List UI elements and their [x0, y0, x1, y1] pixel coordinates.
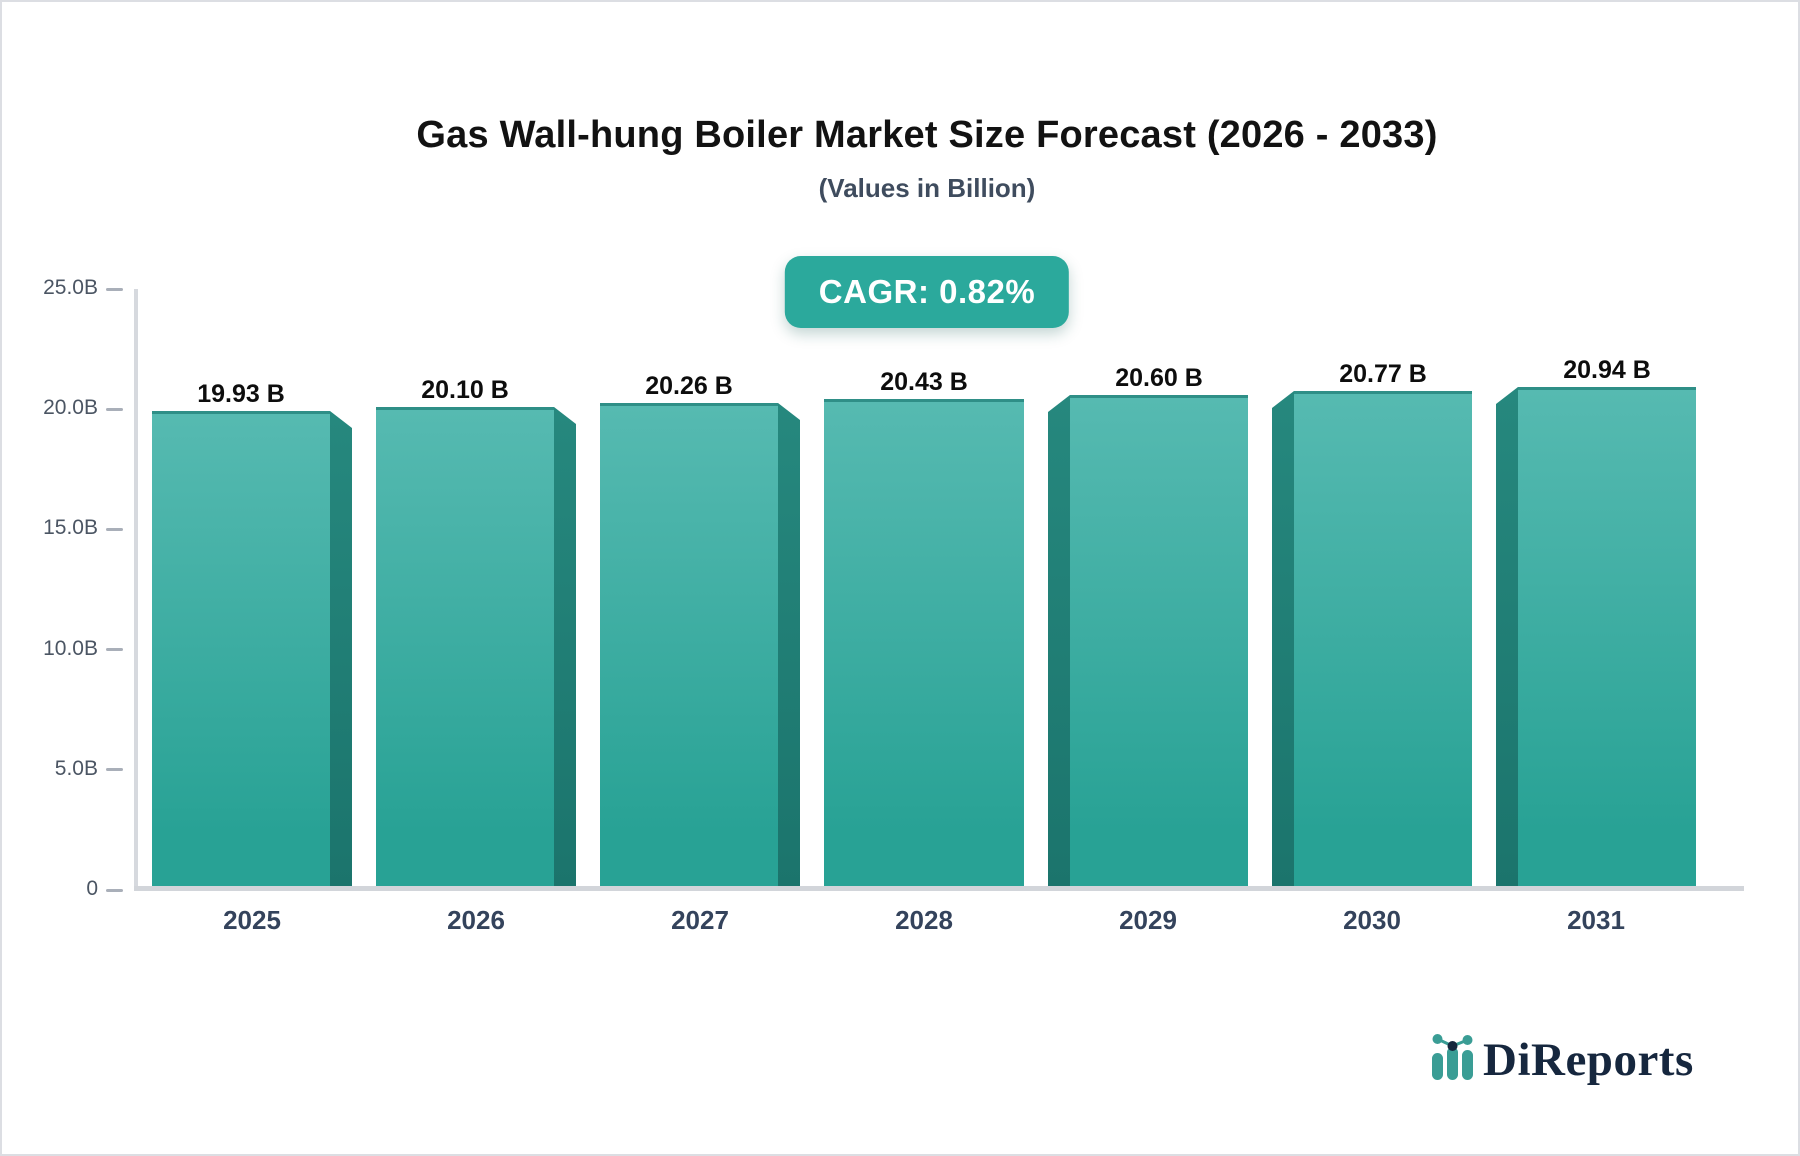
- y-axis-tick-label: 10.0B: [43, 636, 98, 660]
- chart-subtitle: (Values in Billion): [818, 173, 1036, 203]
- y-axis-tick-label: 5.0B: [54, 756, 98, 780]
- brand-logo: DiReports: [1430, 1028, 1694, 1084]
- bar-side-face: [554, 407, 576, 890]
- y-axis-tick-label: 25.0B: [43, 276, 98, 299]
- y-axis-tick-mark: [106, 768, 123, 772]
- bar-2028: [824, 399, 1024, 890]
- y-axis-line: [134, 289, 138, 890]
- bar-value-label: 20.10 B: [421, 376, 509, 404]
- x-axis-category-label: 2028: [895, 905, 953, 935]
- mini-bar-line-chart-icon: [1432, 1034, 1473, 1080]
- bar-value-label: 20.94 B: [1563, 356, 1651, 384]
- y-axis-tick-label: 0: [86, 877, 98, 900]
- bar-value-label: 20.77 B: [1339, 360, 1427, 388]
- y-axis-tick-mark: [106, 287, 123, 291]
- bar-2031: [1518, 387, 1696, 890]
- bar-value-label: 20.43 B: [880, 368, 968, 396]
- x-axis-category-label: 2030: [1343, 905, 1401, 935]
- bar-side-face: [1496, 387, 1518, 890]
- bar-2026: [376, 407, 554, 890]
- bar-2029: [1070, 395, 1248, 890]
- bar-value-label: 20.26 B: [645, 372, 733, 400]
- bar-2030: [1294, 391, 1472, 890]
- bar-2027: [600, 403, 778, 890]
- x-axis-line: [134, 886, 1744, 891]
- y-axis-tick-mark: [106, 527, 123, 531]
- cagr-badge: CAGR: 0.82%: [784, 256, 1070, 328]
- bar-value-label: 19.93 B: [197, 380, 285, 408]
- x-axis-category-label: 2025: [223, 905, 281, 935]
- x-axis-category-label: 2027: [671, 905, 729, 935]
- y-axis-tick-mark: [106, 407, 123, 411]
- bar-side-face: [1272, 391, 1294, 890]
- brand-logo-text: DiReports: [1483, 1034, 1694, 1086]
- bar-side-face: [330, 411, 352, 890]
- bar-2025: [152, 411, 330, 890]
- chart-title: Gas Wall-hung Boiler Market Size Forecas…: [416, 114, 1438, 156]
- bar-side-face: [1048, 395, 1070, 890]
- y-axis-tick-mark: [106, 888, 123, 892]
- y-axis-tick-label: 20.0B: [43, 396, 98, 420]
- bar-side-face: [778, 403, 800, 890]
- y-axis-tick-label: 15.0B: [43, 516, 98, 540]
- x-axis-category-label: 2029: [1119, 905, 1177, 935]
- y-axis-tick-mark: [106, 648, 123, 652]
- x-axis-category-label: 2031: [1567, 905, 1625, 935]
- bar-value-label: 20.60 B: [1115, 364, 1203, 392]
- x-axis-category-label: 2026: [447, 905, 505, 935]
